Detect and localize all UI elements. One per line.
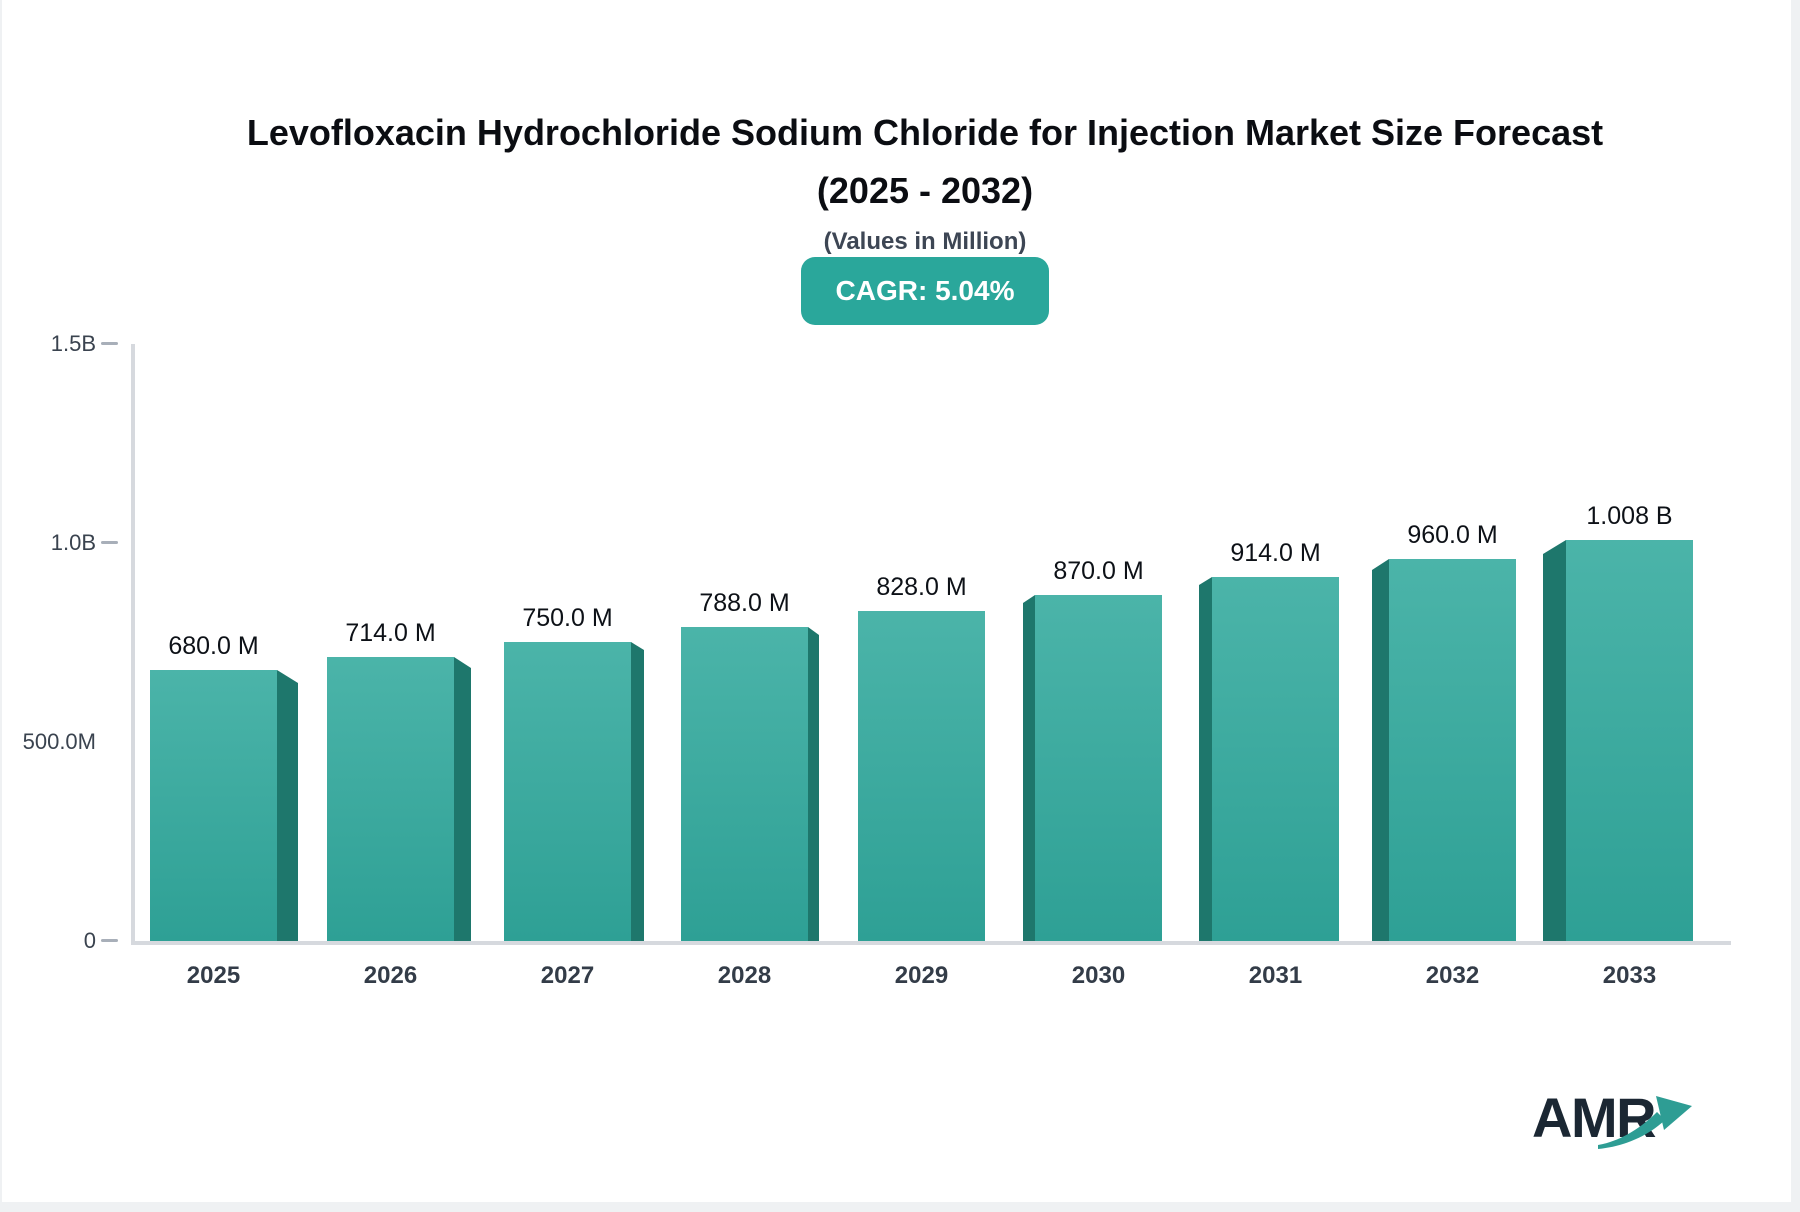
bar-2030: 870.0 M 2030: [1023, 557, 1162, 989]
y-axis-label: 1.0B: [50, 530, 96, 555]
x-axis-label: 2033: [1602, 962, 1657, 989]
chart-subtitle: (Values in Million): [823, 228, 1027, 255]
canvas-edge: [1791, 0, 1800, 1212]
bar-face: [1389, 559, 1516, 941]
bar-value-label: 828.0 M: [876, 573, 967, 601]
cagr-badge-row: CAGR: 5.04%: [130, 257, 1720, 325]
bar-2031: 914.0 M 2031: [1199, 539, 1339, 989]
bar-value-label: 870.0 M: [1053, 557, 1144, 585]
bar-side-face: [808, 627, 819, 941]
bar-side-face: [631, 642, 644, 941]
x-axis-label: 2032: [1425, 962, 1480, 989]
trend-arrow-icon: [1598, 1096, 1692, 1149]
x-axis-label: 2028: [717, 962, 772, 989]
x-axis-label: 2029: [894, 962, 949, 989]
bar-value-label: 680.0 M: [168, 632, 259, 660]
y-axis-label: 500.0M: [22, 729, 96, 754]
y-axis-label: 0: [83, 928, 96, 953]
canvas-edge: [0, 0, 2, 1212]
bar-value-label: 1.008 B: [1586, 502, 1673, 530]
bar-face: [1212, 577, 1339, 941]
bar-face: [1035, 595, 1162, 941]
x-axis-label: 2027: [540, 962, 595, 989]
bar-2033: 1.008 B 2033: [1543, 502, 1693, 989]
x-axis-label: 2031: [1248, 962, 1303, 989]
amr-logo: AMR: [1532, 1088, 1722, 1168]
bar-side-face: [1372, 559, 1389, 941]
x-axis-baseline: [131, 941, 1731, 945]
x-axis-label: 2026: [363, 962, 418, 989]
bar-2027: 750.0 M 2027: [504, 604, 644, 989]
bar-value-label: 960.0 M: [1407, 521, 1498, 549]
bar-side-face: [277, 670, 298, 941]
y-axis-tick: [101, 541, 118, 544]
bar-value-label: 750.0 M: [522, 604, 613, 632]
bar-face: [504, 642, 631, 941]
canvas-edge: [0, 1202, 1800, 1212]
bar-value-label: 914.0 M: [1230, 539, 1321, 567]
bar-side-face: [454, 657, 471, 941]
bar-side-face: [1199, 577, 1212, 941]
chart-title-years: (2025 - 2032): [816, 170, 1034, 211]
bar-value-label: 788.0 M: [699, 589, 790, 617]
y-axis-tick: [101, 939, 118, 942]
bar-side-face: [1543, 540, 1566, 941]
bar-2029: 828.0 M 2029: [858, 573, 985, 989]
cagr-badge: CAGR: 5.04%: [800, 257, 1050, 325]
bar-side-face: [1023, 595, 1035, 941]
bar-face: [150, 670, 277, 941]
x-axis-label: 2030: [1071, 962, 1126, 989]
chart-title: Levofloxacin Hydrochloride Sodium Chlori…: [246, 112, 1604, 153]
bar-face: [681, 627, 808, 941]
bar-2028: 788.0 M 2028: [681, 589, 819, 989]
bar-2025: 680.0 M 2025: [150, 632, 298, 989]
y-axis-label: 1.5B: [50, 331, 96, 356]
y-axis-line: [131, 344, 135, 945]
y-axis-tick: [101, 342, 118, 345]
x-axis-label: 2025: [186, 962, 241, 989]
bar-value-label: 714.0 M: [345, 619, 436, 647]
bar-face: [858, 611, 985, 941]
bar-face: [327, 657, 454, 941]
bar-2032: 960.0 M 2032: [1372, 521, 1516, 989]
bar-2026: 714.0 M 2026: [327, 619, 471, 989]
bar-face: [1566, 540, 1693, 941]
